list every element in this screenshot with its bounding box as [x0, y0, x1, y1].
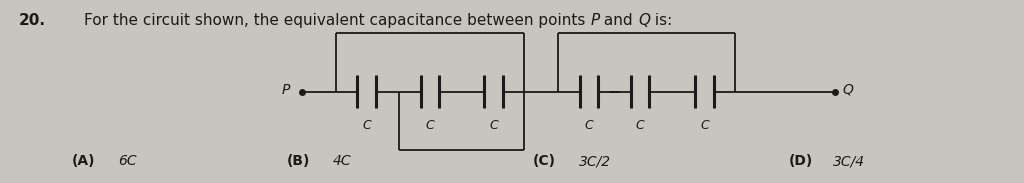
Text: C: C [489, 119, 498, 132]
Text: 6C: 6C [118, 154, 136, 168]
Text: and: and [599, 13, 638, 28]
Text: 20.: 20. [18, 13, 45, 28]
Text: 3C/4: 3C/4 [833, 154, 864, 168]
Text: C: C [636, 119, 644, 132]
Text: For the circuit shown, the equivalent capacitance between points: For the circuit shown, the equivalent ca… [84, 13, 590, 28]
Text: C: C [700, 119, 709, 132]
Text: (B): (B) [287, 154, 310, 168]
Text: P: P [590, 13, 599, 28]
Text: C: C [362, 119, 371, 132]
Text: C: C [585, 119, 593, 132]
Text: C: C [426, 119, 434, 132]
Text: (D): (D) [788, 154, 813, 168]
Text: (C): (C) [532, 154, 555, 168]
Text: Q: Q [843, 83, 854, 97]
Text: 4C: 4C [333, 154, 351, 168]
Text: Q: Q [638, 13, 650, 28]
Text: (A): (A) [72, 154, 95, 168]
Text: 3C/2: 3C/2 [579, 154, 610, 168]
Text: P: P [282, 83, 290, 97]
Text: is:: is: [650, 13, 672, 28]
